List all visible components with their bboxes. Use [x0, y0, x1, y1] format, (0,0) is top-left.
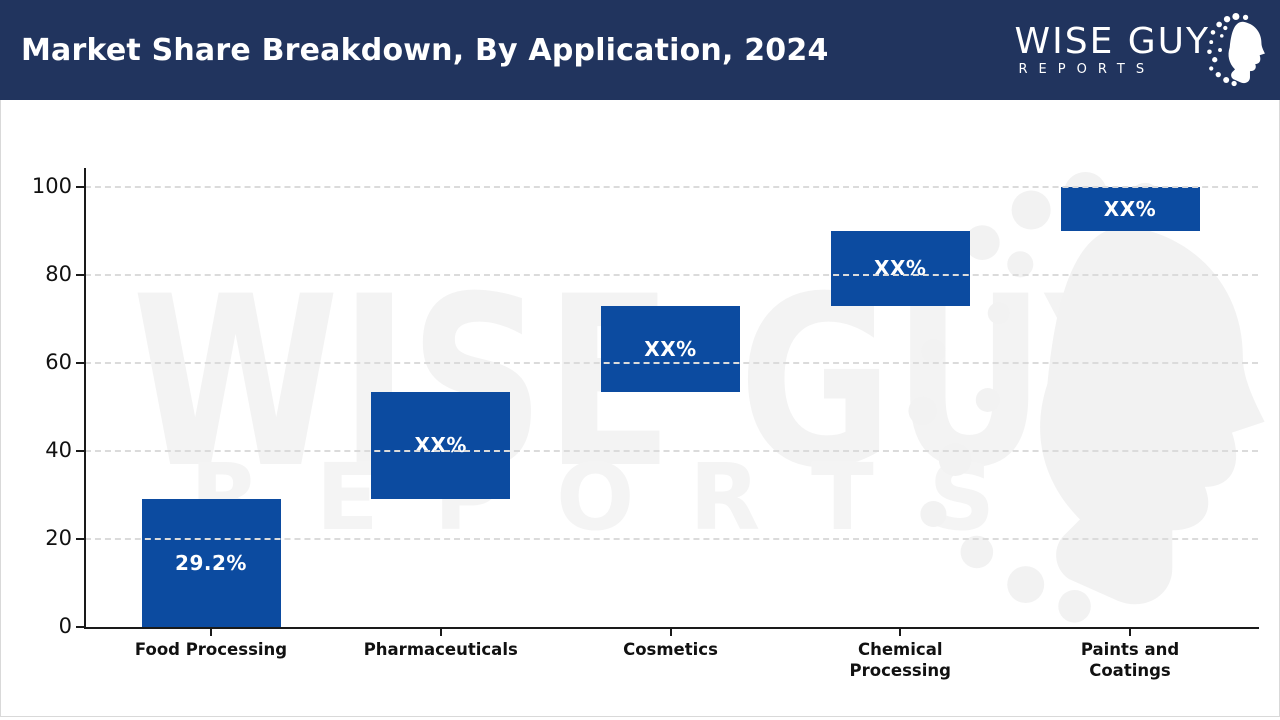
bar: XX% — [1060, 187, 1200, 231]
waterfall-chart: 0 20 40 60 80 100 29.2% Food Processing XX% Pharm… — [0, 100, 1280, 720]
bar: XX% — [830, 231, 970, 306]
x-tick-mark — [669, 629, 672, 636]
brand-logo: WISE GUY REPORTS — [1015, 13, 1280, 87]
x-tick-label: Pharmaceuticals — [363, 640, 518, 659]
page-title: Market Share Breakdown, By Application, … — [21, 32, 829, 68]
bar-value-label: 29.2% — [175, 550, 247, 575]
bar-value-label: XX% — [414, 433, 467, 458]
bar: 29.2% — [141, 498, 281, 627]
y-tick-mark — [76, 450, 84, 452]
bar: XX% — [371, 391, 511, 499]
x-axis-line — [84, 627, 1259, 629]
brand-logo-primary: WISE GUY — [1014, 21, 1210, 63]
bar: XX% — [601, 305, 740, 392]
gridline — [85, 450, 1258, 452]
y-tick-label: 40 — [45, 438, 72, 462]
gridline — [85, 538, 1258, 540]
x-tick-label: Food Processing — [134, 640, 288, 659]
x-tick-label: Paints and Coatings — [1080, 640, 1180, 680]
app-header: Market Share Breakdown, By Application, … — [0, 0, 1280, 100]
gridline — [85, 362, 1258, 364]
brand-logo-secondary: REPORTS — [1018, 61, 1156, 77]
bar-value-label: XX% — [874, 256, 927, 281]
y-tick-label: 60 — [45, 350, 72, 374]
y-axis-line — [84, 168, 86, 629]
y-tick-mark — [76, 186, 84, 188]
x-tick-mark — [439, 629, 442, 636]
bar-value-label: XX% — [644, 336, 697, 361]
bar-value-label: XX% — [1103, 197, 1157, 221]
wise-guy-face-icon — [1207, 13, 1265, 87]
gridline — [85, 186, 1258, 188]
x-tick-label: Cosmetics — [623, 640, 718, 659]
y-tick-label: 80 — [45, 262, 72, 286]
gridline — [85, 274, 1258, 276]
watermark-secondary: REPORTS — [190, 444, 1051, 551]
x-tick-label: Chemical Processing — [849, 640, 951, 680]
y-tick-mark — [76, 626, 84, 628]
y-tick-mark — [76, 274, 84, 276]
x-tick-mark — [899, 629, 902, 636]
brand-logo-text: WISE GUY REPORTS — [1015, 23, 1211, 77]
x-tick-mark — [1129, 629, 1131, 636]
y-tick-label: 20 — [45, 526, 72, 550]
y-tick-label: 0 — [58, 614, 72, 638]
x-tick-mark — [210, 629, 212, 636]
y-tick-mark — [76, 538, 84, 540]
y-tick-mark — [76, 362, 84, 364]
y-tick-label: 100 — [31, 174, 72, 198]
